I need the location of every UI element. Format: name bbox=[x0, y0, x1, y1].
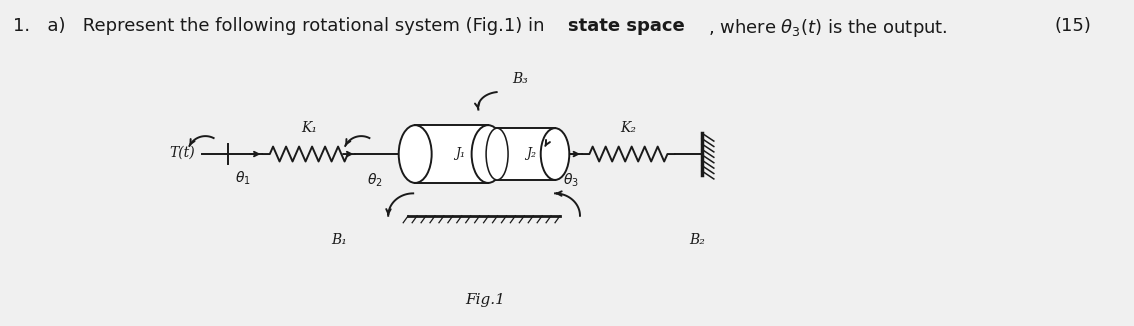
Text: K₁: K₁ bbox=[301, 121, 316, 135]
Bar bbox=[483, 128, 555, 180]
Text: B₂: B₂ bbox=[688, 233, 704, 247]
Text: Fig.1: Fig.1 bbox=[465, 293, 505, 307]
Text: J₂: J₂ bbox=[526, 147, 536, 159]
Text: B₃: B₃ bbox=[513, 72, 528, 86]
Text: B₁: B₁ bbox=[331, 233, 347, 247]
Text: K₂: K₂ bbox=[620, 121, 636, 135]
Text: $\theta_2$: $\theta_2$ bbox=[367, 172, 383, 189]
Bar bbox=[415, 125, 488, 183]
Text: , where $\theta_3(t)$ is the output.: , where $\theta_3(t)$ is the output. bbox=[708, 17, 948, 38]
Text: state space: state space bbox=[568, 17, 685, 35]
Ellipse shape bbox=[472, 125, 505, 183]
Text: J₁: J₁ bbox=[455, 147, 465, 159]
Text: 1.   a)   Represent the following rotational system (Fig.1) in: 1. a) Represent the following rotational… bbox=[12, 17, 550, 35]
Ellipse shape bbox=[541, 128, 569, 180]
Text: $\theta_3$: $\theta_3$ bbox=[562, 172, 578, 189]
Text: T(t): T(t) bbox=[170, 146, 195, 160]
Text: $\theta_1$: $\theta_1$ bbox=[236, 170, 251, 187]
Ellipse shape bbox=[399, 125, 432, 183]
Text: (15): (15) bbox=[1055, 17, 1091, 35]
Ellipse shape bbox=[486, 128, 508, 180]
